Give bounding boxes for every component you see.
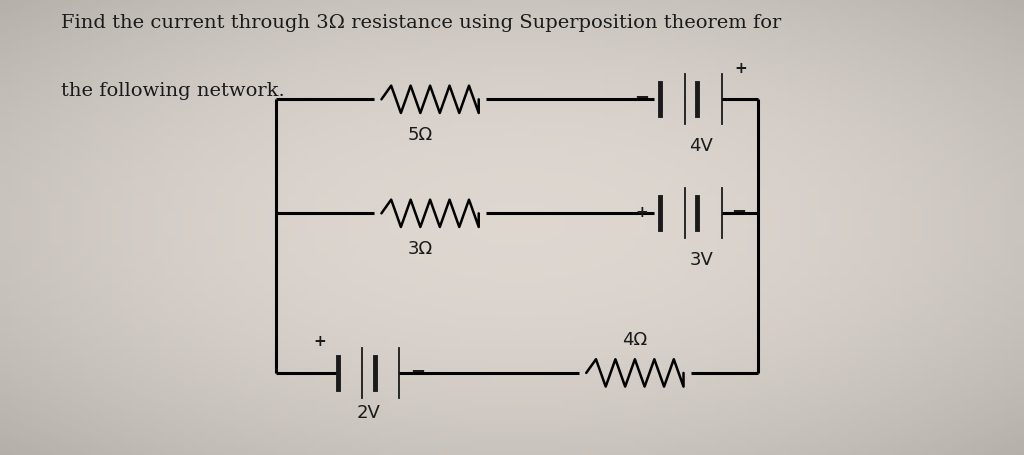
Text: +: +	[734, 61, 746, 76]
Text: 5Ω: 5Ω	[408, 125, 432, 143]
Text: 4V: 4V	[689, 136, 714, 155]
Text: the following network.: the following network.	[61, 82, 286, 100]
Text: +: +	[636, 204, 648, 219]
Text: 3Ω: 3Ω	[408, 239, 432, 257]
Text: −: −	[411, 362, 425, 380]
Text: +: +	[313, 334, 326, 349]
Text: Find the current through 3Ω resistance using Superposition theorem for: Find the current through 3Ω resistance u…	[61, 14, 781, 31]
Text: 3V: 3V	[689, 250, 714, 268]
Text: 2V: 2V	[356, 403, 381, 421]
Text: −: −	[731, 202, 745, 221]
Text: −: −	[635, 89, 649, 107]
Text: 4Ω: 4Ω	[623, 330, 647, 348]
